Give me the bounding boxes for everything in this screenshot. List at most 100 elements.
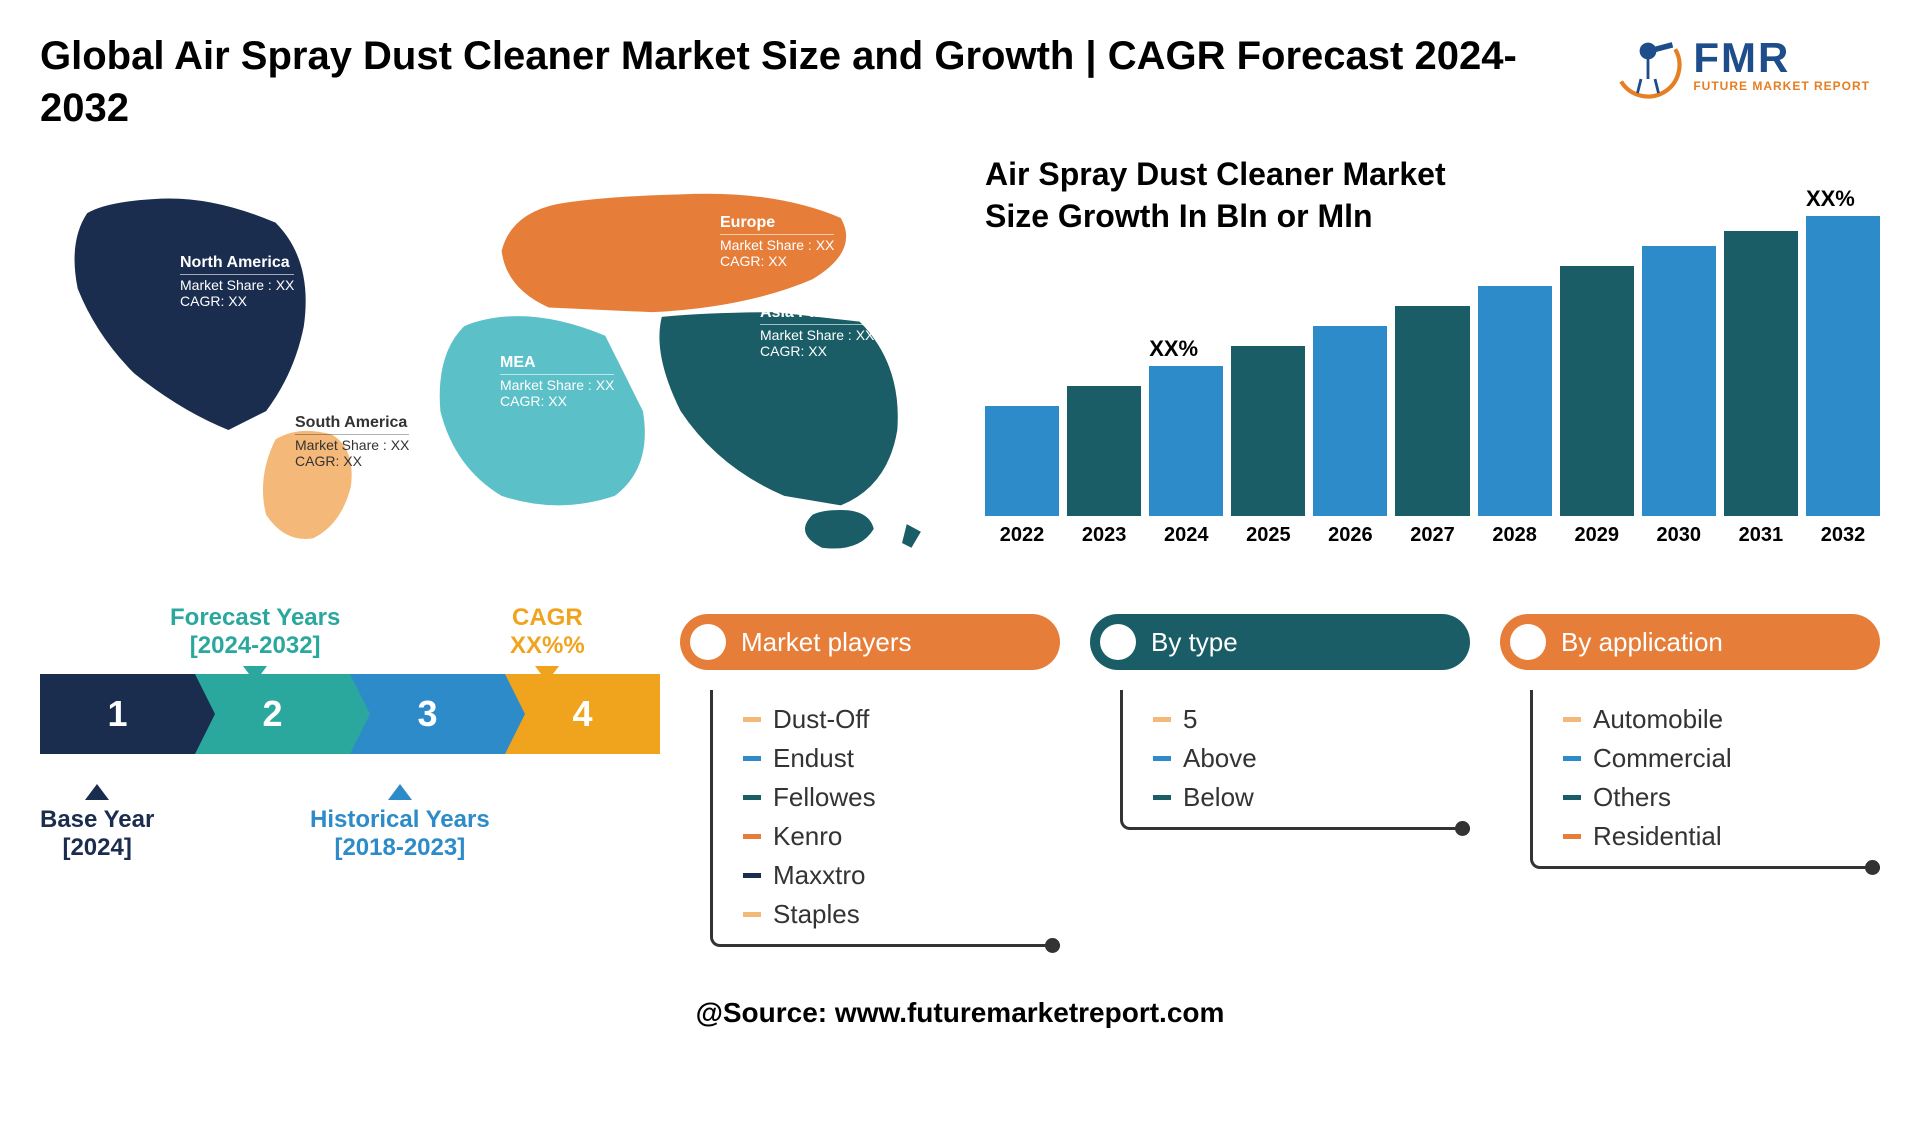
list-item-label: Automobile — [1593, 704, 1723, 735]
category-header: By application — [1500, 614, 1880, 670]
bar-year-label: 2026 — [1328, 524, 1373, 547]
region-north-america: North AmericaMarket Share : XXCAGR: XX — [180, 254, 294, 309]
list-item: Automobile — [1563, 700, 1880, 739]
marker-icon — [1563, 756, 1581, 761]
list-item-label: Dust-Off — [773, 704, 869, 735]
fmr-logo: FMR FUTURE MARKET REPORT — [1613, 30, 1870, 100]
chart-title: Air Spray Dust Cleaner Market Size Growt… — [985, 154, 1485, 237]
list-item-label: Above — [1183, 743, 1257, 774]
bar-year-label: 2030 — [1657, 524, 1702, 547]
bar-2022: 2022 — [985, 406, 1059, 547]
list-item: Above — [1153, 739, 1470, 778]
bar-2030: 2030 — [1642, 246, 1716, 547]
bar-2023: 2023 — [1067, 386, 1141, 547]
bar-2031: 2031 — [1724, 231, 1798, 547]
list-item-label: Others — [1593, 782, 1671, 813]
marker-icon — [1153, 795, 1171, 800]
logo-text-fmr: FMR — [1693, 37, 1870, 79]
region-mea: MEAMarket Share : XXCAGR: XX — [500, 354, 614, 409]
timeline: Forecast Years [2024-2032] CAGR XX%% 123… — [40, 614, 660, 947]
marker-icon — [743, 873, 761, 878]
marker-icon — [743, 912, 761, 917]
bullet-icon — [1510, 624, 1546, 660]
list-item: Kenro — [743, 817, 1060, 856]
bar-chart: 2022 2023 XX% 2024 2025 2026 2027 2028 2029 2030 2… — [985, 247, 1880, 547]
bar-2029: 2029 — [1560, 266, 1634, 547]
bullet-icon — [1100, 624, 1136, 660]
list-item-label: Endust — [773, 743, 854, 774]
bar-year-label: 2028 — [1492, 524, 1537, 547]
timeline-segment-4: 4 — [505, 674, 660, 754]
category-header: By type — [1090, 614, 1470, 670]
bar-year-label: 2024 — [1164, 524, 1209, 547]
marker-icon — [743, 756, 761, 761]
telescope-icon — [1613, 30, 1683, 100]
marker-icon — [1153, 717, 1171, 722]
list-item: Below — [1153, 778, 1470, 817]
list-item-label: 5 — [1183, 704, 1197, 735]
list-item-label: Below — [1183, 782, 1254, 813]
list-item-label: Residential — [1593, 821, 1722, 852]
bullet-icon — [690, 624, 726, 660]
category-title: Market players — [741, 627, 912, 658]
list-item: Fellowes — [743, 778, 1060, 817]
bar-year-label: 2025 — [1246, 524, 1291, 547]
bar-year-label: 2022 — [1000, 524, 1045, 547]
list-item: Maxxtro — [743, 856, 1060, 895]
marker-icon — [743, 795, 761, 800]
bar-2028: 2028 — [1478, 286, 1552, 547]
list-item: Residential — [1563, 817, 1880, 856]
marker-icon — [1153, 756, 1171, 761]
marker-icon — [743, 717, 761, 722]
logo-text-sub: FUTURE MARKET REPORT — [1693, 79, 1870, 93]
category-market-players: Market players Dust-Off Endust Fellowes Kenr… — [680, 614, 1060, 947]
bar-annotation: XX% — [1149, 336, 1198, 362]
timeline-segment-1: 1 — [40, 674, 195, 754]
base-label: Base Year [2024] — [40, 784, 154, 862]
marker-icon — [1563, 795, 1581, 800]
page-title: Global Air Spray Dust Cleaner Market Siz… — [40, 30, 1540, 134]
list-item-label: Maxxtro — [773, 860, 865, 891]
category-title: By application — [1561, 627, 1723, 658]
bar-2026: 2026 — [1313, 326, 1387, 547]
bar-annotation: XX% — [1806, 186, 1855, 212]
list-item-label: Fellowes — [773, 782, 876, 813]
world-map: North AmericaMarket Share : XXCAGR: XX So… — [40, 154, 935, 574]
category-list: Dust-Off Endust Fellowes Kenro Maxxtro Staple… — [710, 690, 1060, 947]
timeline-segment-2: 2 — [195, 674, 350, 754]
bar-2027: 2027 — [1395, 306, 1469, 547]
source-text: @Source: www.futuremarketreport.com — [40, 997, 1880, 1029]
forecast-label: Forecast Years [2024-2032] — [170, 604, 340, 682]
list-item: Commercial — [1563, 739, 1880, 778]
marker-icon — [1563, 834, 1581, 839]
bar-year-label: 2027 — [1410, 524, 1455, 547]
category-by-type: By type 5 Above Below — [1090, 614, 1470, 947]
category-title: By type — [1151, 627, 1238, 658]
list-item: 5 — [1153, 700, 1470, 739]
list-item-label: Commercial — [1593, 743, 1732, 774]
bar-year-label: 2031 — [1739, 524, 1784, 547]
bar-2025: 2025 — [1231, 346, 1305, 547]
category-header: Market players — [680, 614, 1060, 670]
region-asia-pacific: Asia PacificMarket Share : XXCAGR: XX — [760, 304, 874, 359]
list-item: Endust — [743, 739, 1060, 778]
bar-2032: XX%2032 — [1806, 216, 1880, 547]
list-item-label: Kenro — [773, 821, 842, 852]
category-by-application: By application Automobile Commercial Others… — [1500, 614, 1880, 947]
list-item-label: Staples — [773, 899, 860, 930]
category-list: Automobile Commercial Others Residential — [1530, 690, 1880, 869]
cagr-label: CAGR XX%% — [510, 604, 585, 682]
region-europe: EuropeMarket Share : XXCAGR: XX — [720, 214, 834, 269]
marker-icon — [743, 834, 761, 839]
list-item: Dust-Off — [743, 700, 1060, 739]
historical-label: Historical Years [2018-2023] — [310, 784, 490, 862]
region-south-america: South AmericaMarket Share : XXCAGR: XX — [295, 414, 409, 469]
category-list: 5 Above Below — [1120, 690, 1470, 830]
bar-year-label: 2023 — [1082, 524, 1127, 547]
marker-icon — [1563, 717, 1581, 722]
list-item: Staples — [743, 895, 1060, 934]
list-item: Others — [1563, 778, 1880, 817]
bar-year-label: 2029 — [1574, 524, 1619, 547]
timeline-segment-3: 3 — [350, 674, 505, 754]
bar-year-label: 2032 — [1821, 524, 1866, 547]
